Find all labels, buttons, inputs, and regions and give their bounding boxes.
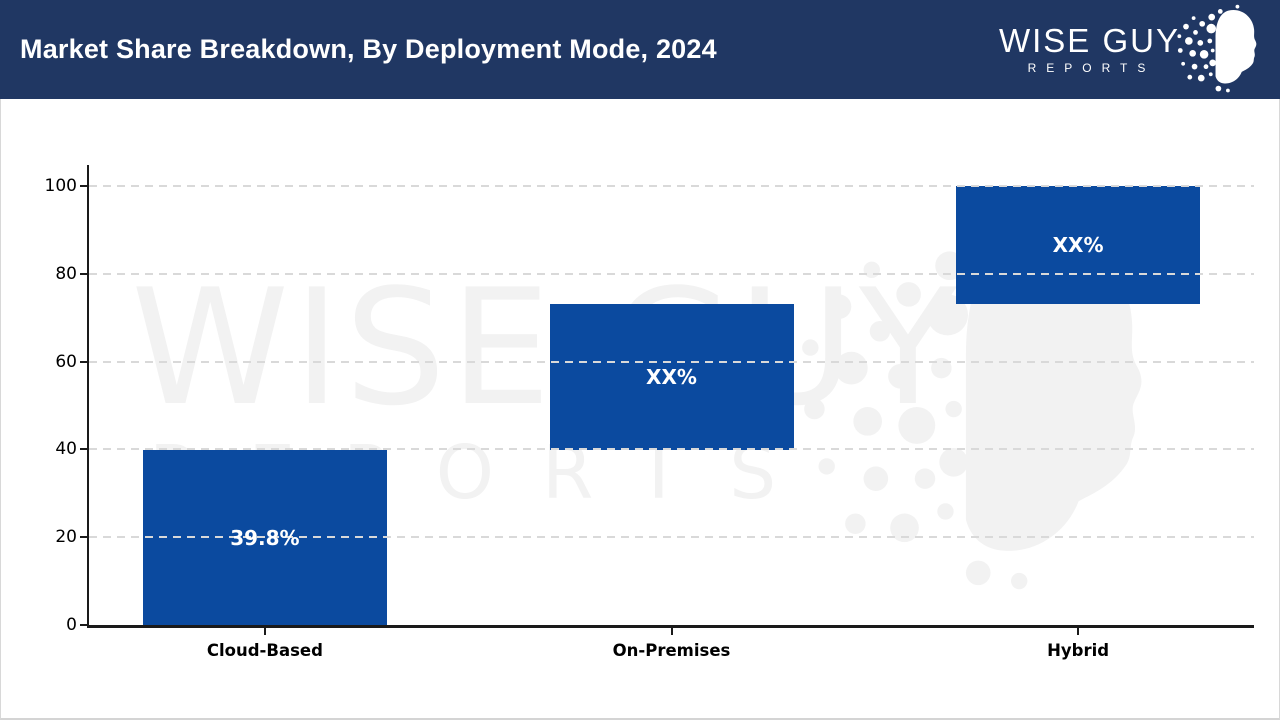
y-axis-tick-label: 20 — [55, 527, 77, 548]
gridline-y20 — [89, 536, 1254, 539]
chart-canvas: WISE GUY REPORTS 0 20 40 60 80 100 Cloud-Based… — [0, 99, 1280, 720]
chart-title: Market Share Breakdown, By Deployment Mo… — [20, 34, 717, 64]
gridline-y100 — [89, 185, 1254, 187]
gridline-y40 — [89, 448, 1254, 451]
brand-name: WISE GUY — [998, 22, 1180, 59]
y-axis-tick-label: 80 — [55, 263, 77, 284]
brand-logo: WISE GUY REPORTS — [999, 0, 1266, 99]
y-axis-tick-label: 40 — [55, 439, 77, 460]
bar-segment-on-premises — [549, 304, 794, 451]
bar-value-label: 39.8% — [230, 525, 300, 550]
x-axis-spine — [87, 625, 1254, 628]
bar-segment-hybrid — [956, 186, 1201, 305]
brand-subtitle: REPORTS — [1027, 61, 1156, 75]
y-axis-tick — [80, 360, 89, 363]
x-axis-category-label: On-Premises — [612, 641, 731, 660]
x-axis-category-label: Hybrid — [1047, 641, 1110, 660]
x-axis-category-label: Cloud-Based — [206, 641, 323, 660]
y-axis-tick-label: 60 — [55, 351, 77, 372]
x-axis-tick — [263, 627, 266, 635]
y-axis-tick — [80, 536, 89, 539]
header-band: Market Share Breakdown, By Deployment Mo… — [0, 0, 1280, 99]
y-axis-tick — [80, 624, 89, 626]
brand-logo-text: WISE GUY REPORTS — [999, 24, 1180, 75]
y-axis-spine — [87, 165, 89, 627]
gridline-y80 — [89, 272, 1254, 275]
y-axis-tick — [80, 272, 89, 275]
x-axis-tick — [1077, 627, 1080, 635]
y-axis-tick-label: 100 — [44, 176, 77, 196]
y-axis-tick — [80, 185, 89, 187]
y-axis-tick-label: 0 — [66, 615, 77, 635]
bar-value-label: XX% — [646, 365, 697, 390]
bar-value-label: XX% — [1052, 233, 1104, 258]
y-axis-tick — [80, 448, 89, 451]
x-axis-tick — [670, 627, 673, 635]
gridline-y60 — [89, 360, 1254, 363]
